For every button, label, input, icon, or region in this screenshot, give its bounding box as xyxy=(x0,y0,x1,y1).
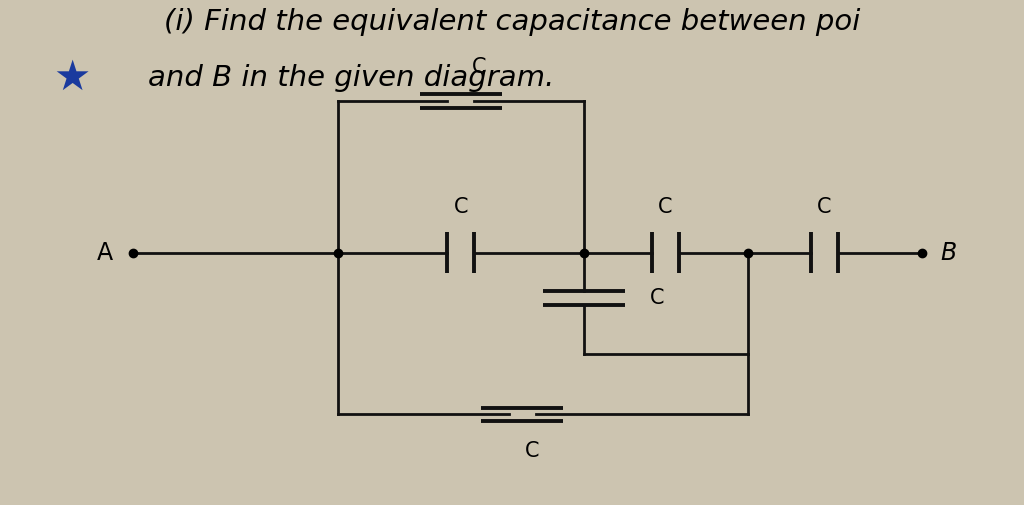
Text: C: C xyxy=(650,288,665,308)
Text: and B in the given diagram.: and B in the given diagram. xyxy=(148,64,555,92)
Text: A: A xyxy=(96,240,113,265)
Text: (i) Find the equivalent capacitance between poi: (i) Find the equivalent capacitance betw… xyxy=(164,8,860,35)
Text: B: B xyxy=(940,240,956,265)
Text: C: C xyxy=(525,441,540,461)
Text: C: C xyxy=(817,197,831,217)
Text: ★: ★ xyxy=(53,57,90,99)
Text: C: C xyxy=(454,197,468,217)
Text: C: C xyxy=(658,197,673,217)
Text: C: C xyxy=(472,57,486,77)
